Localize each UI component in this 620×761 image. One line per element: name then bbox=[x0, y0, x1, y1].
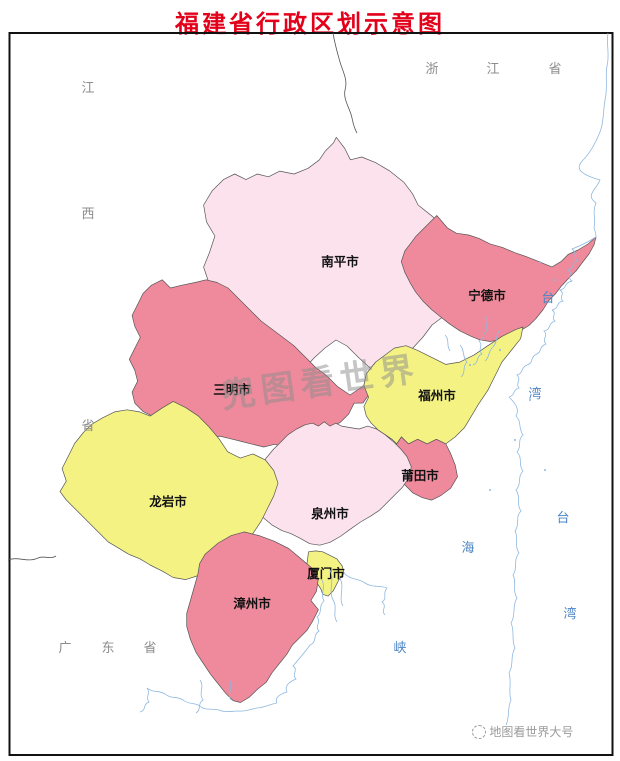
svg-text:广: 广 bbox=[58, 640, 71, 655]
svg-text:东: 东 bbox=[101, 640, 114, 655]
svg-text:省: 省 bbox=[143, 640, 156, 655]
svg-text:浙: 浙 bbox=[425, 61, 438, 76]
svg-text:莆田市: 莆田市 bbox=[401, 468, 439, 483]
svg-text:宁德市: 宁德市 bbox=[468, 288, 506, 303]
svg-text:江: 江 bbox=[486, 61, 499, 76]
svg-text:省: 省 bbox=[548, 61, 561, 76]
svg-text:福州市: 福州市 bbox=[417, 388, 456, 403]
svg-text:台: 台 bbox=[541, 290, 554, 305]
svg-text:漳州市: 漳州市 bbox=[233, 596, 271, 611]
svg-text:湾: 湾 bbox=[563, 606, 576, 621]
svg-text:南平市: 南平市 bbox=[321, 254, 359, 269]
svg-text:江: 江 bbox=[81, 80, 94, 95]
svg-text:泉州市: 泉州市 bbox=[310, 506, 349, 521]
svg-text:峡: 峡 bbox=[393, 640, 406, 655]
svg-text:湾: 湾 bbox=[528, 386, 541, 401]
svg-text:台: 台 bbox=[556, 510, 569, 525]
svg-text:省: 省 bbox=[81, 418, 94, 433]
svg-text:西: 西 bbox=[81, 206, 94, 221]
svg-text:海: 海 bbox=[461, 540, 474, 555]
svg-text:厦门市: 厦门市 bbox=[307, 566, 345, 581]
svg-text:龙岩市: 龙岩市 bbox=[148, 494, 187, 509]
zhangzhou bbox=[187, 532, 319, 703]
